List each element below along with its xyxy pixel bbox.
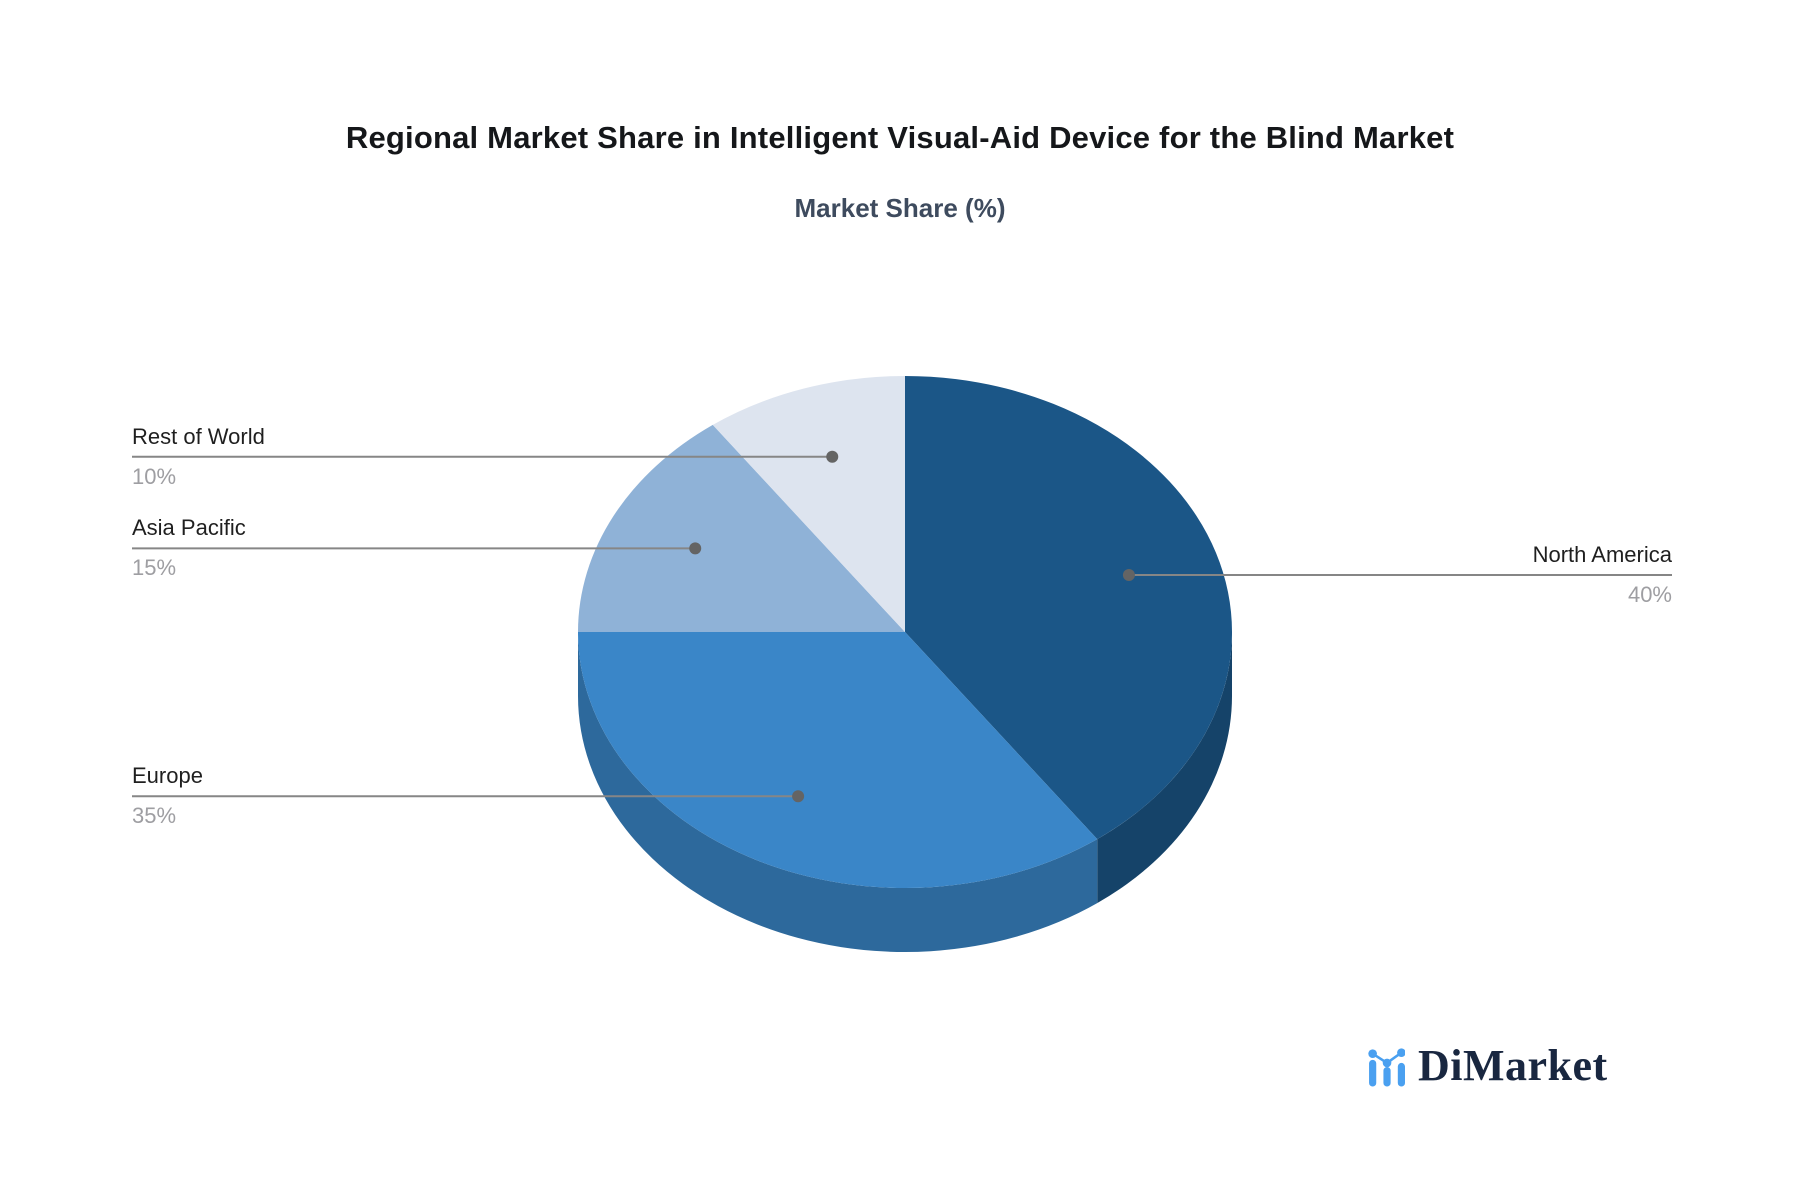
pie-value-europe: 35% [132, 803, 177, 829]
bar-chart-with-trend-icon [1368, 1048, 1405, 1087]
chart-title: Regional Market Share in Intelligent Vis… [345, 120, 1455, 155]
pie-slice-side-europe [578, 632, 1098, 953]
leader-dot-europe [792, 790, 805, 803]
leader-dot-asia-pacific [689, 542, 702, 555]
pie-value-asia-pacific: 15% [132, 555, 177, 581]
chart-subtitle: Market Share (%) [794, 193, 1006, 223]
pie-value-north-america: 40% [1627, 582, 1672, 608]
pie-label-north-america: North America [1532, 542, 1672, 568]
pie-slice-europe [578, 632, 1098, 889]
pie-slice-side-north-america [1097, 632, 1232, 904]
pie-slice-north-america [905, 376, 1233, 840]
pie-label-rest-of-world: Rest of World [132, 423, 265, 449]
brand-logo: DiMarket [1367, 1040, 1608, 1092]
leader-dot-north-america [1122, 569, 1135, 582]
pie-label-europe: Europe [132, 763, 203, 789]
pie-slice-asia-pacific [578, 424, 905, 632]
pie-slice-rest-of-world [712, 376, 905, 632]
pie-label-asia-pacific: Asia Pacific [132, 515, 246, 541]
brand-logo-text: DiMarket [1418, 1041, 1608, 1090]
pie-value-rest-of-world: 10% [132, 463, 177, 489]
leader-dot-rest-of-world [826, 450, 839, 463]
